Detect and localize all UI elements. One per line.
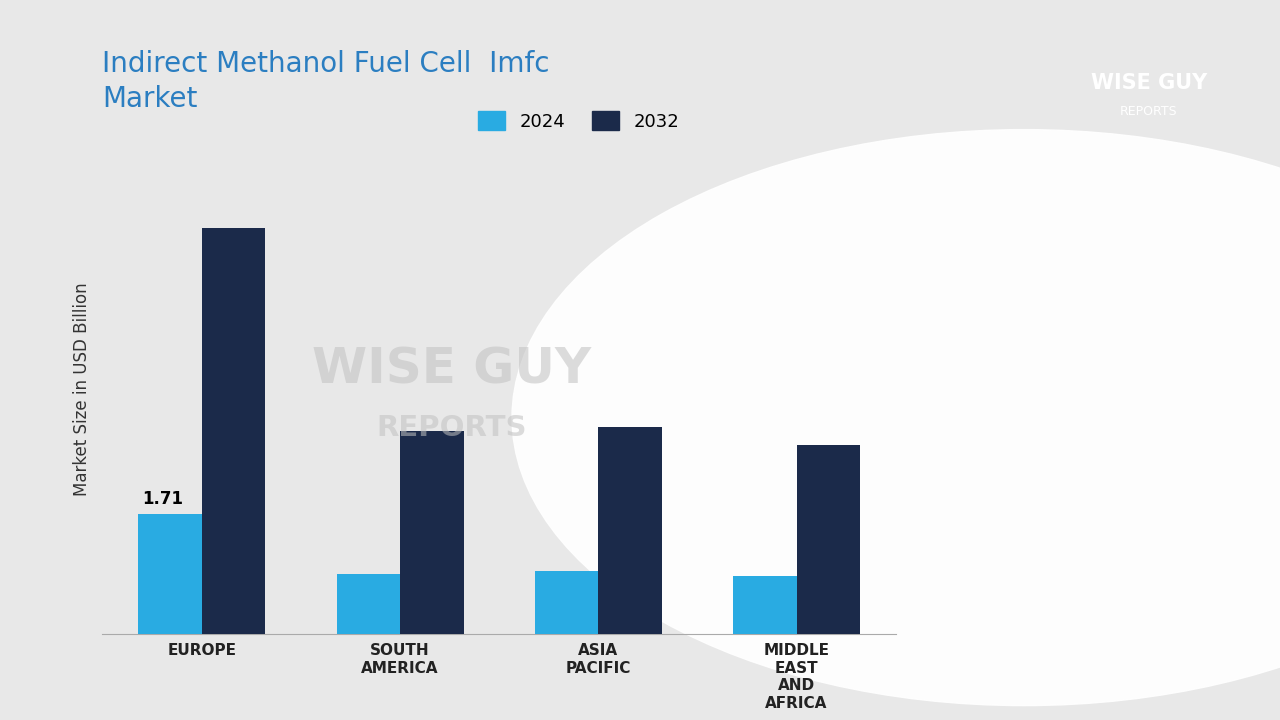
Text: 1.71: 1.71 [142,490,183,508]
Text: WISE GUY: WISE GUY [312,345,591,393]
Bar [535,571,598,634]
Bar [337,574,401,634]
Text: Indirect Methanol Fuel Cell  Imfc
Market: Indirect Methanol Fuel Cell Imfc Market [102,50,550,113]
Text: REPORTS: REPORTS [1120,105,1178,118]
Circle shape [512,130,1280,706]
Text: REPORTS: REPORTS [376,414,527,442]
Bar [202,228,265,634]
Bar [138,514,202,634]
Text: WISE GUY: WISE GUY [1091,73,1207,93]
Bar [796,445,860,634]
Bar [733,576,796,634]
Bar [401,431,463,634]
Bar [598,427,662,634]
Legend: 2024, 2032: 2024, 2032 [471,104,686,138]
Y-axis label: Market Size in USD Billion: Market Size in USD Billion [73,282,91,495]
